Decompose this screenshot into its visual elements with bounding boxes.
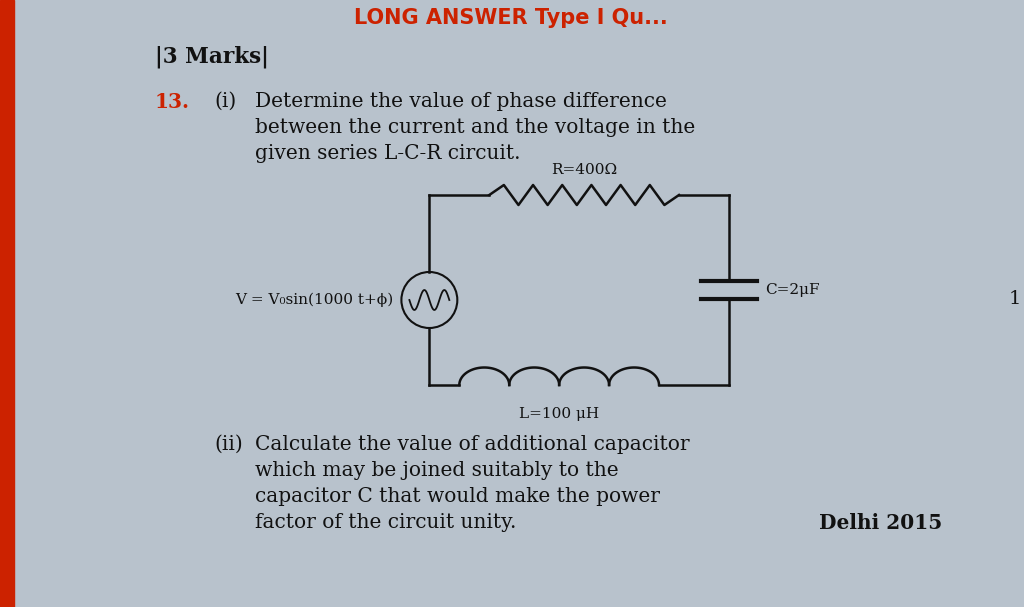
Text: given series L-C-R circuit.: given series L-C-R circuit. [255,144,520,163]
Text: capacitor C that would make the power: capacitor C that would make the power [255,487,659,506]
Text: (i): (i) [215,92,237,111]
Text: R=400Ω: R=400Ω [551,163,617,177]
Text: factor of the circuit unity.: factor of the circuit unity. [255,513,516,532]
Text: L=100 μH: L=100 μH [519,407,599,421]
Text: Calculate the value of additional capacitor: Calculate the value of additional capaci… [255,435,689,454]
Bar [0,0,14,607]
Text: 1: 1 [1009,290,1021,308]
Text: Determine the value of phase difference: Determine the value of phase difference [255,92,667,111]
Text: |3 Marks|: |3 Marks| [155,45,268,67]
Text: between the current and the voltage in the: between the current and the voltage in t… [255,118,695,137]
Text: 13.: 13. [155,92,189,112]
Text: Delhi 2015: Delhi 2015 [819,513,942,533]
Text: which may be joined suitably to the: which may be joined suitably to the [255,461,618,480]
Text: V = V₀sin(1000 t+ϕ): V = V₀sin(1000 t+ϕ) [236,293,393,307]
Text: C=2μF: C=2μF [765,283,819,297]
Text: LONG ANSWER Type I Qu...: LONG ANSWER Type I Qu... [354,8,668,28]
Text: (ii): (ii) [215,435,244,454]
